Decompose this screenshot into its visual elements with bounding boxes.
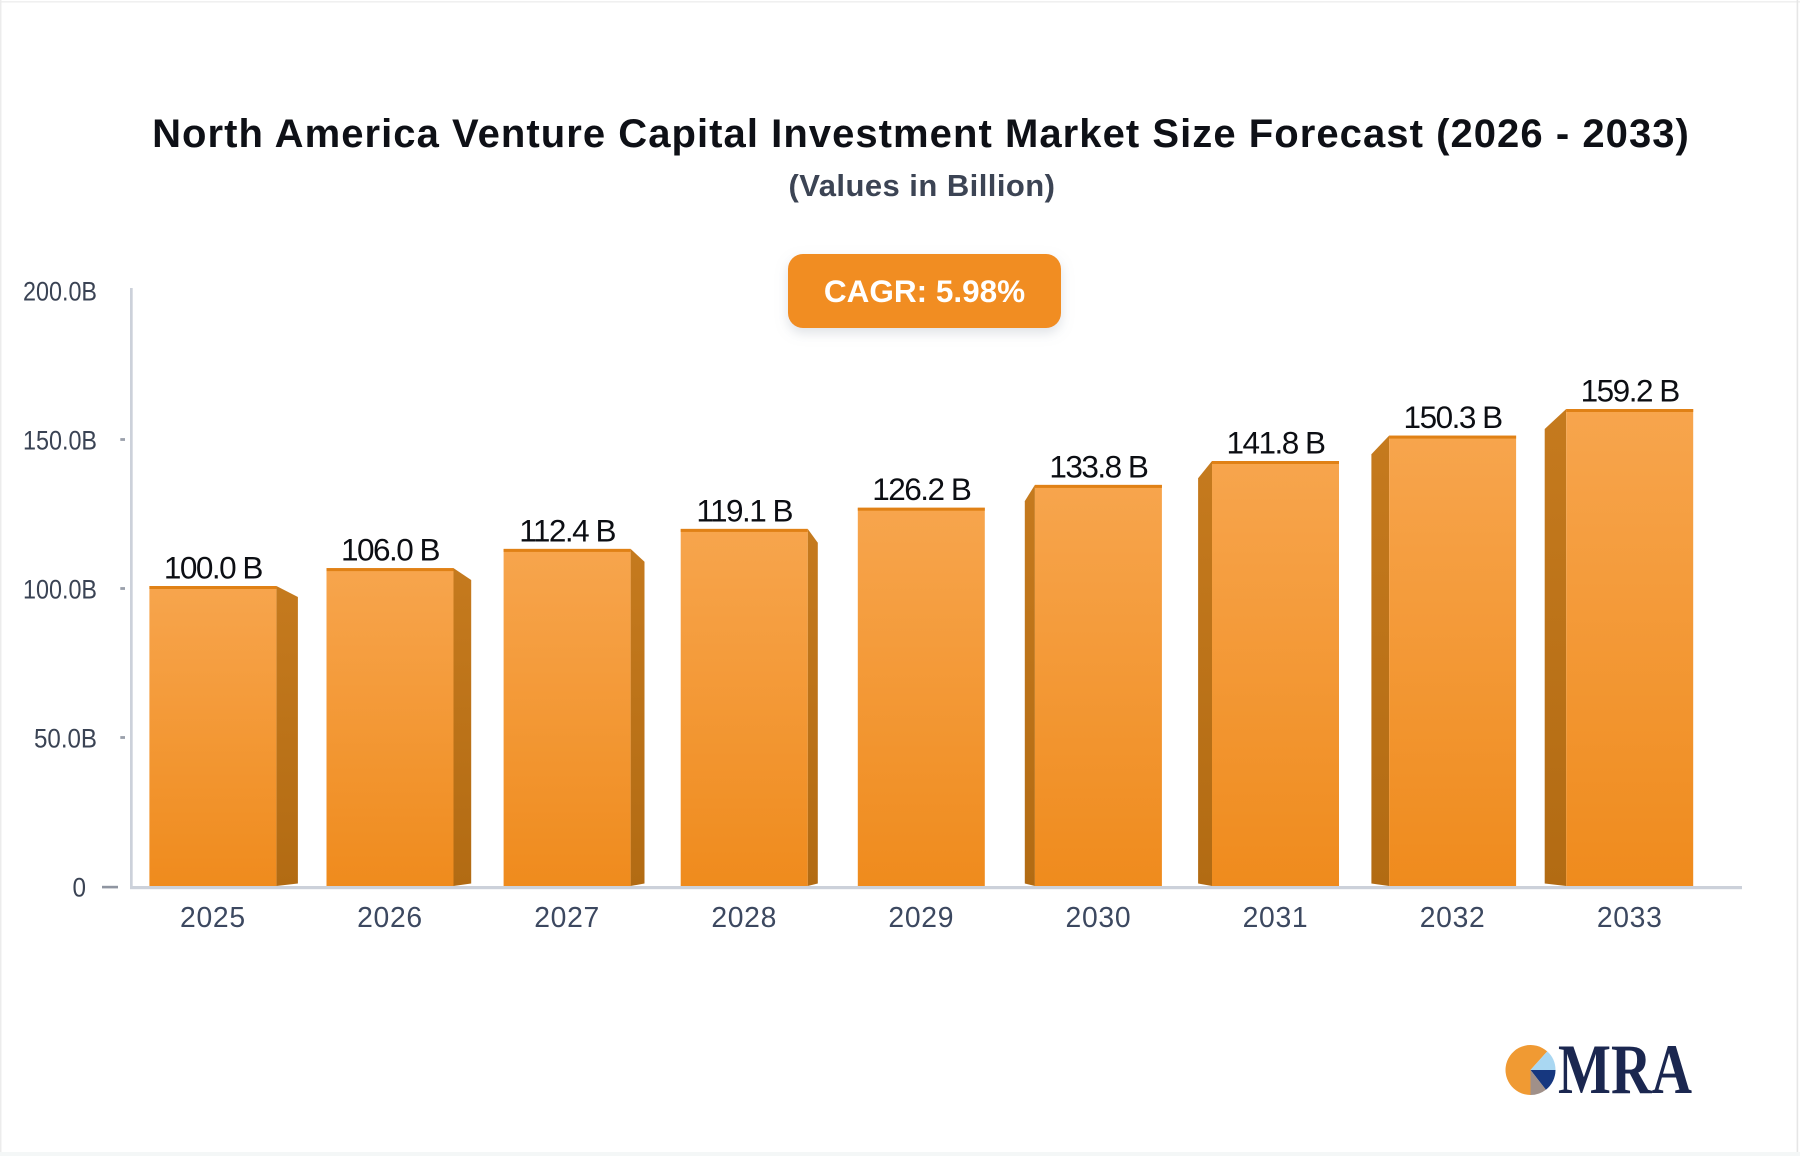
svg-text:200.0B: 200.0B xyxy=(23,277,97,307)
svg-text:2026: 2026 xyxy=(357,901,423,933)
svg-text:150.3 B: 150.3 B xyxy=(1404,399,1503,435)
svg-text:North America Venture Capital: North America Venture Capital Investment… xyxy=(152,112,1690,156)
svg-text:133.8 B: 133.8 B xyxy=(1049,448,1148,484)
svg-text:2031: 2031 xyxy=(1243,901,1309,933)
svg-text:50.0B: 50.0B xyxy=(34,724,97,754)
svg-text:141.8 B: 141.8 B xyxy=(1226,425,1325,461)
svg-text:2030: 2030 xyxy=(1066,901,1132,933)
svg-text:0: 0 xyxy=(73,873,87,903)
svg-text:106.0 B: 106.0 B xyxy=(341,532,440,568)
svg-text:112.4 B: 112.4 B xyxy=(519,512,615,548)
svg-text:CAGR: 5.98%: CAGR: 5.98% xyxy=(824,273,1025,309)
svg-text:126.2 B: 126.2 B xyxy=(872,471,971,507)
svg-text:(Values in Billion): (Values in Billion) xyxy=(789,168,1056,203)
svg-text:100.0 B: 100.0 B xyxy=(164,550,263,586)
svg-text:MRA: MRA xyxy=(1558,1031,1692,1109)
svg-text:2028: 2028 xyxy=(711,901,777,933)
svg-text:2027: 2027 xyxy=(534,901,600,933)
svg-text:150.0B: 150.0B xyxy=(23,426,97,456)
svg-text:100.0B: 100.0B xyxy=(23,575,97,605)
svg-text:2032: 2032 xyxy=(1420,901,1486,933)
svg-text:2029: 2029 xyxy=(888,901,954,933)
svg-text:159.2 B: 159.2 B xyxy=(1581,373,1680,409)
svg-text:2033: 2033 xyxy=(1597,901,1663,933)
svg-text:2025: 2025 xyxy=(180,901,246,933)
svg-text:119.1 B: 119.1 B xyxy=(696,492,792,528)
